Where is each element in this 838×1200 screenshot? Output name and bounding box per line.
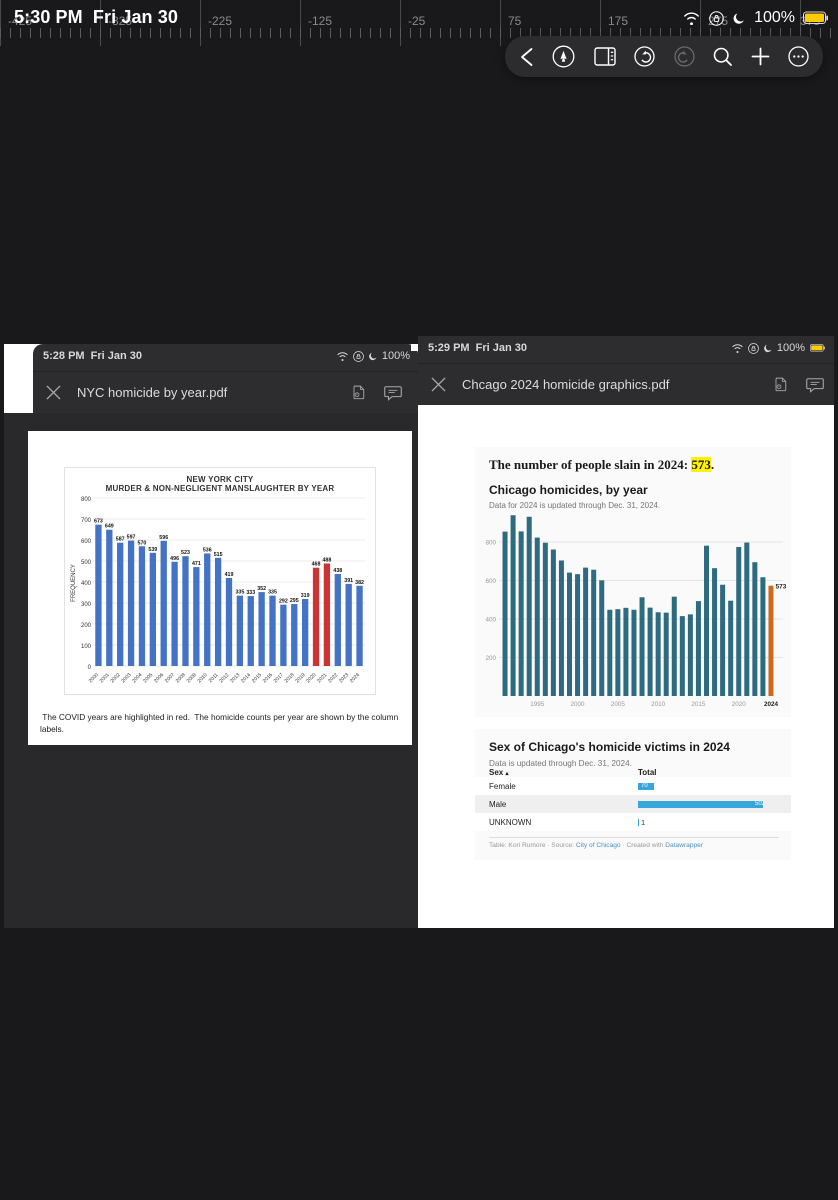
svg-text:468: 468: [312, 562, 321, 568]
svg-text:2022: 2022: [327, 672, 339, 684]
svg-text:649: 649: [105, 524, 114, 530]
svg-text:800: 800: [485, 539, 496, 546]
svg-text:2003: 2003: [120, 672, 132, 684]
svg-text:300: 300: [81, 602, 92, 608]
svg-text:2009: 2009: [186, 672, 198, 684]
svg-text:471: 471: [192, 561, 201, 567]
svg-text:2020: 2020: [732, 701, 747, 708]
svg-text:400: 400: [81, 581, 92, 587]
svg-text:2008: 2008: [175, 672, 187, 684]
svg-text:587: 587: [116, 537, 125, 543]
svg-text:2023: 2023: [338, 672, 350, 684]
svg-text:319: 319: [301, 593, 310, 599]
svg-text:335: 335: [235, 590, 244, 596]
svg-text:438: 438: [333, 568, 342, 574]
svg-text:700: 700: [81, 518, 92, 524]
svg-text:673: 673: [94, 519, 103, 525]
svg-text:200: 200: [81, 623, 92, 629]
svg-text:400: 400: [485, 616, 496, 623]
svg-text:2002: 2002: [110, 672, 122, 684]
svg-text:292: 292: [279, 599, 288, 605]
svg-text:2012: 2012: [218, 672, 230, 684]
svg-text:2024: 2024: [349, 672, 361, 684]
svg-text:515: 515: [214, 552, 223, 558]
svg-text:2005: 2005: [142, 672, 154, 684]
svg-text:2016: 2016: [262, 672, 274, 684]
svg-text:1995: 1995: [530, 701, 545, 708]
svg-text:295: 295: [290, 598, 299, 604]
svg-text:2001: 2001: [99, 672, 111, 684]
svg-text:570: 570: [138, 540, 147, 546]
svg-text:2013: 2013: [229, 672, 241, 684]
svg-text:597: 597: [127, 535, 136, 541]
svg-text:352: 352: [257, 586, 266, 592]
svg-text:2010: 2010: [651, 701, 666, 708]
svg-text:200: 200: [485, 655, 496, 662]
svg-text:335: 335: [268, 590, 277, 596]
svg-text:2020: 2020: [305, 672, 317, 684]
svg-text:600: 600: [485, 578, 496, 585]
svg-text:2021: 2021: [316, 672, 328, 684]
svg-text:2014: 2014: [240, 672, 252, 684]
svg-text:800: 800: [81, 497, 92, 503]
svg-text:2024: 2024: [764, 701, 779, 708]
svg-text:536: 536: [203, 547, 212, 553]
svg-text:496: 496: [170, 556, 179, 562]
svg-text:419: 419: [225, 572, 234, 578]
svg-text:488: 488: [322, 558, 331, 564]
svg-text:2010: 2010: [197, 672, 209, 684]
svg-text:600: 600: [81, 539, 92, 545]
svg-text:2015: 2015: [691, 701, 706, 708]
svg-text:FREQUENCY: FREQUENCY: [71, 564, 77, 602]
svg-text:2000: 2000: [88, 672, 100, 684]
svg-text:539: 539: [148, 547, 157, 553]
svg-text:333: 333: [246, 590, 255, 596]
svg-text:2000: 2000: [571, 701, 586, 708]
svg-text:2005: 2005: [611, 701, 626, 708]
svg-text:0: 0: [88, 665, 92, 671]
svg-text:500: 500: [81, 560, 92, 566]
svg-text:523: 523: [181, 550, 190, 556]
svg-text:2006: 2006: [153, 672, 165, 684]
svg-text:2019: 2019: [294, 672, 306, 684]
svg-text:596: 596: [159, 535, 168, 541]
svg-text:391: 391: [344, 578, 353, 584]
svg-text:2015: 2015: [251, 672, 263, 684]
svg-text:573: 573: [775, 584, 786, 591]
svg-text:382: 382: [355, 580, 364, 586]
svg-text:2018: 2018: [284, 672, 296, 684]
svg-text:2011: 2011: [208, 672, 220, 684]
svg-text:100: 100: [81, 644, 92, 650]
svg-text:2004: 2004: [131, 672, 143, 684]
svg-text:2007: 2007: [164, 672, 176, 684]
svg-text:2017: 2017: [273, 672, 285, 684]
